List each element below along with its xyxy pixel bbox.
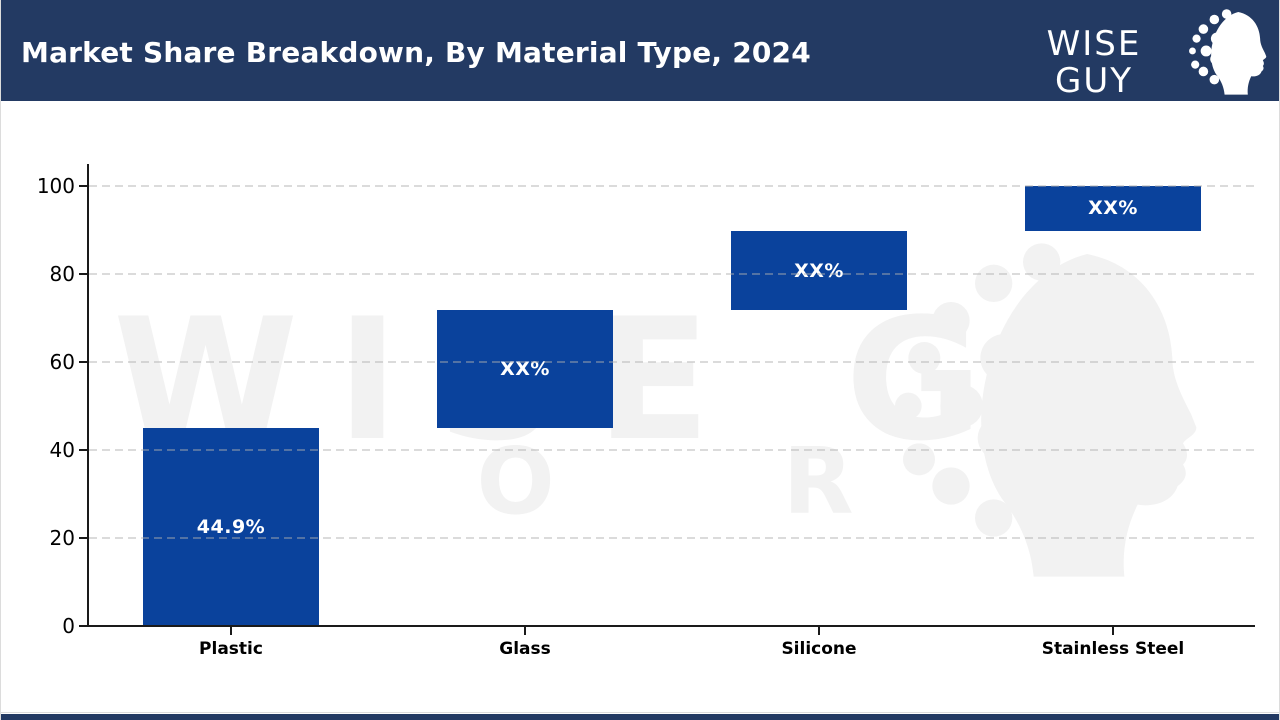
bar-value-label: XX% [500, 358, 550, 381]
gridline-80 [89, 272, 1254, 275]
y-tick-label: 80 [49, 261, 75, 286]
brand-wordmark: WISE GUY R E P O R T S [1013, 24, 1175, 130]
x-tick-label-glass: Glass [499, 639, 551, 659]
wiseguy-wordmark: WISE GUY [1046, 24, 1142, 102]
y-tick-label: 100 [36, 173, 75, 198]
header-banner: Market Share Breakdown, By Material Type… [1, 0, 1279, 130]
x-tick-label-stainless-steel: Stainless Steel [1041, 639, 1185, 659]
x-tick-mark [230, 627, 232, 635]
y-tick-label: 60 [49, 349, 75, 374]
gridline-60 [89, 360, 1254, 363]
gridline-20 [89, 536, 1254, 539]
y-tick-label: 40 [49, 437, 75, 462]
y-tick-mark [79, 536, 88, 539]
bar-value-label: XX% [1088, 197, 1138, 220]
x-tick-mark [818, 627, 820, 635]
x-tick-mark [524, 627, 526, 635]
page-title: Market Share Breakdown, By Material Type… [21, 36, 811, 69]
footer-bar [1, 714, 1279, 720]
bar-glass: XX% [437, 310, 613, 429]
bar-plastic: 44.9% [143, 428, 319, 626]
logo-face-icon [1189, 9, 1267, 95]
bar-value-label: XX% [794, 259, 844, 282]
y-tick-label: 0 [62, 614, 75, 638]
y-tick-mark [79, 625, 88, 627]
x-tick-mark [1112, 627, 1114, 635]
x-tick-label-silicone: Silicone [781, 639, 857, 659]
gridline-100 [89, 184, 1254, 187]
bar-stainless-steel: XX% [1025, 185, 1201, 232]
y-tick-mark [79, 360, 88, 363]
y-tick-mark [79, 184, 88, 187]
y-tick-mark [79, 272, 88, 275]
y-axis-line [87, 164, 89, 627]
x-axis-line [87, 625, 1255, 627]
y-tick-label: 20 [49, 525, 75, 550]
x-tick-label-plastic: Plastic [199, 639, 263, 659]
bar-silicone: XX% [731, 231, 907, 311]
bar-value-label: 44.9% [196, 516, 266, 539]
y-tick-mark [79, 448, 88, 451]
gridline-40 [89, 448, 1254, 451]
footer-divider [1, 712, 1279, 713]
reports-wordmark: R E P O R T S [1019, 101, 1175, 130]
brand-logo: WISE GUY R E P O R T S [1013, 4, 1273, 130]
